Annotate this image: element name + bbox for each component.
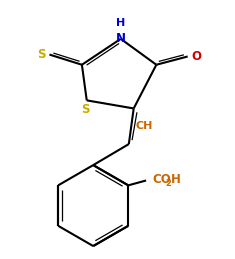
- Text: S: S: [81, 103, 89, 116]
- Text: 2: 2: [165, 179, 171, 188]
- Text: H: H: [171, 173, 180, 186]
- Text: O: O: [192, 50, 202, 63]
- Text: H: H: [116, 18, 125, 28]
- Text: CH: CH: [136, 121, 153, 131]
- Text: CO: CO: [152, 173, 171, 186]
- Text: S: S: [37, 48, 46, 61]
- Text: N: N: [116, 32, 126, 45]
